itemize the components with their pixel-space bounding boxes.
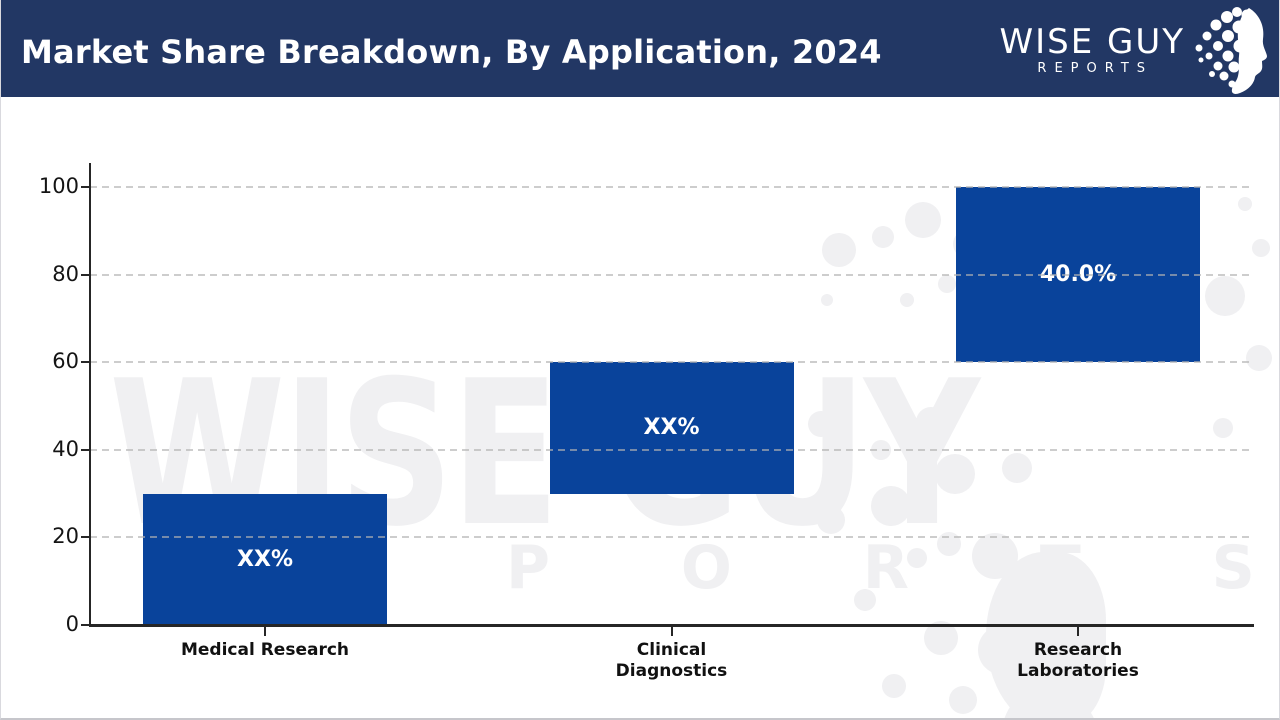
category-label-line: Laboratories xyxy=(1017,661,1139,681)
logo-wordmark-line1: WISE GUY xyxy=(999,21,1185,62)
gridline-80 xyxy=(90,273,1254,276)
x-tick-3 xyxy=(1077,627,1079,636)
y-tick-100 xyxy=(81,186,90,189)
y-tick-label-40: 40 xyxy=(52,436,79,461)
category-label-line: Research xyxy=(1033,640,1123,660)
watermark-dot xyxy=(905,202,941,238)
logo-wordmark: WISE GUY REPORTS xyxy=(999,21,1185,77)
category-label-research-laboratories: Research Laboratories xyxy=(948,640,1208,682)
y-tick-80 xyxy=(81,273,90,276)
y-tick-label-80: 80 xyxy=(52,261,79,286)
watermark-dot xyxy=(808,411,834,437)
y-tick-label-0: 0 xyxy=(65,612,79,636)
y-tick-20 xyxy=(81,536,90,539)
logo-face-icon xyxy=(1195,6,1267,94)
watermark-dot xyxy=(1002,453,1032,483)
watermark-dot xyxy=(822,233,856,267)
y-axis-line xyxy=(89,163,91,627)
category-label-medical-research: Medical Research xyxy=(135,640,395,661)
category-label-line: Clinical xyxy=(636,640,707,660)
gridline-100 xyxy=(90,186,1254,189)
watermark-dot xyxy=(1213,418,1233,438)
watermark-dot xyxy=(937,532,961,556)
watermark-dot xyxy=(871,486,911,526)
brand-logo: WISE GUY REPORTS xyxy=(999,2,1267,96)
y-tick-60 xyxy=(81,361,90,364)
watermark-dot xyxy=(1019,678,1059,718)
x-tick-1 xyxy=(264,627,266,636)
watermark-dot xyxy=(882,674,906,698)
watermark-dot xyxy=(1205,276,1245,316)
gridline-40 xyxy=(90,448,1254,451)
watermark-dot xyxy=(821,294,833,306)
category-label-line: Medical Research xyxy=(180,640,350,660)
y-tick-label-60: 60 xyxy=(52,349,79,374)
watermark-dot xyxy=(907,548,927,568)
category-label-line: Diagnostics xyxy=(615,661,728,681)
y-tick-label-100: 100 xyxy=(38,174,79,199)
watermark-dot xyxy=(900,293,914,307)
watermark-dot xyxy=(1246,345,1272,371)
watermark-dot xyxy=(935,454,975,494)
page-title: Market Share Breakdown, By Application, … xyxy=(21,32,882,71)
watermark-dot xyxy=(1238,197,1252,211)
chart-area: WISE GUY R E P O R T S 0 20 40 60 80 100 XX% Me… xyxy=(1,97,1279,718)
x-tick-2 xyxy=(670,627,673,636)
y-tick-0 xyxy=(81,624,90,626)
bar-medical-research: XX% xyxy=(143,493,387,625)
watermark-dot xyxy=(817,506,845,534)
bar-clinical-diagnostics: XX% xyxy=(549,362,794,494)
category-label-clinical-diagnostics: Clinical Diagnostics xyxy=(542,640,802,682)
header-bar: Market Share Breakdown, By Application, … xyxy=(1,0,1279,97)
watermark-dot xyxy=(978,625,1028,675)
y-tick-40 xyxy=(81,448,90,451)
watermark-dot xyxy=(972,533,1018,579)
bar-value-label: XX% xyxy=(643,415,700,441)
watermark-dot xyxy=(938,275,956,293)
gridline-60 xyxy=(90,361,1254,364)
x-axis-line xyxy=(89,624,1254,627)
logo-wordmark-line2: REPORTS xyxy=(1037,61,1154,77)
watermark-dot xyxy=(949,686,977,714)
gridline-20 xyxy=(90,536,1254,539)
watermark-dot xyxy=(1252,239,1270,257)
bar-value-label: XX% xyxy=(237,546,293,572)
watermark-dot xyxy=(916,407,946,437)
y-tick-label-20: 20 xyxy=(52,524,79,549)
watermark-dot xyxy=(872,226,894,248)
watermark-dot xyxy=(854,589,876,611)
